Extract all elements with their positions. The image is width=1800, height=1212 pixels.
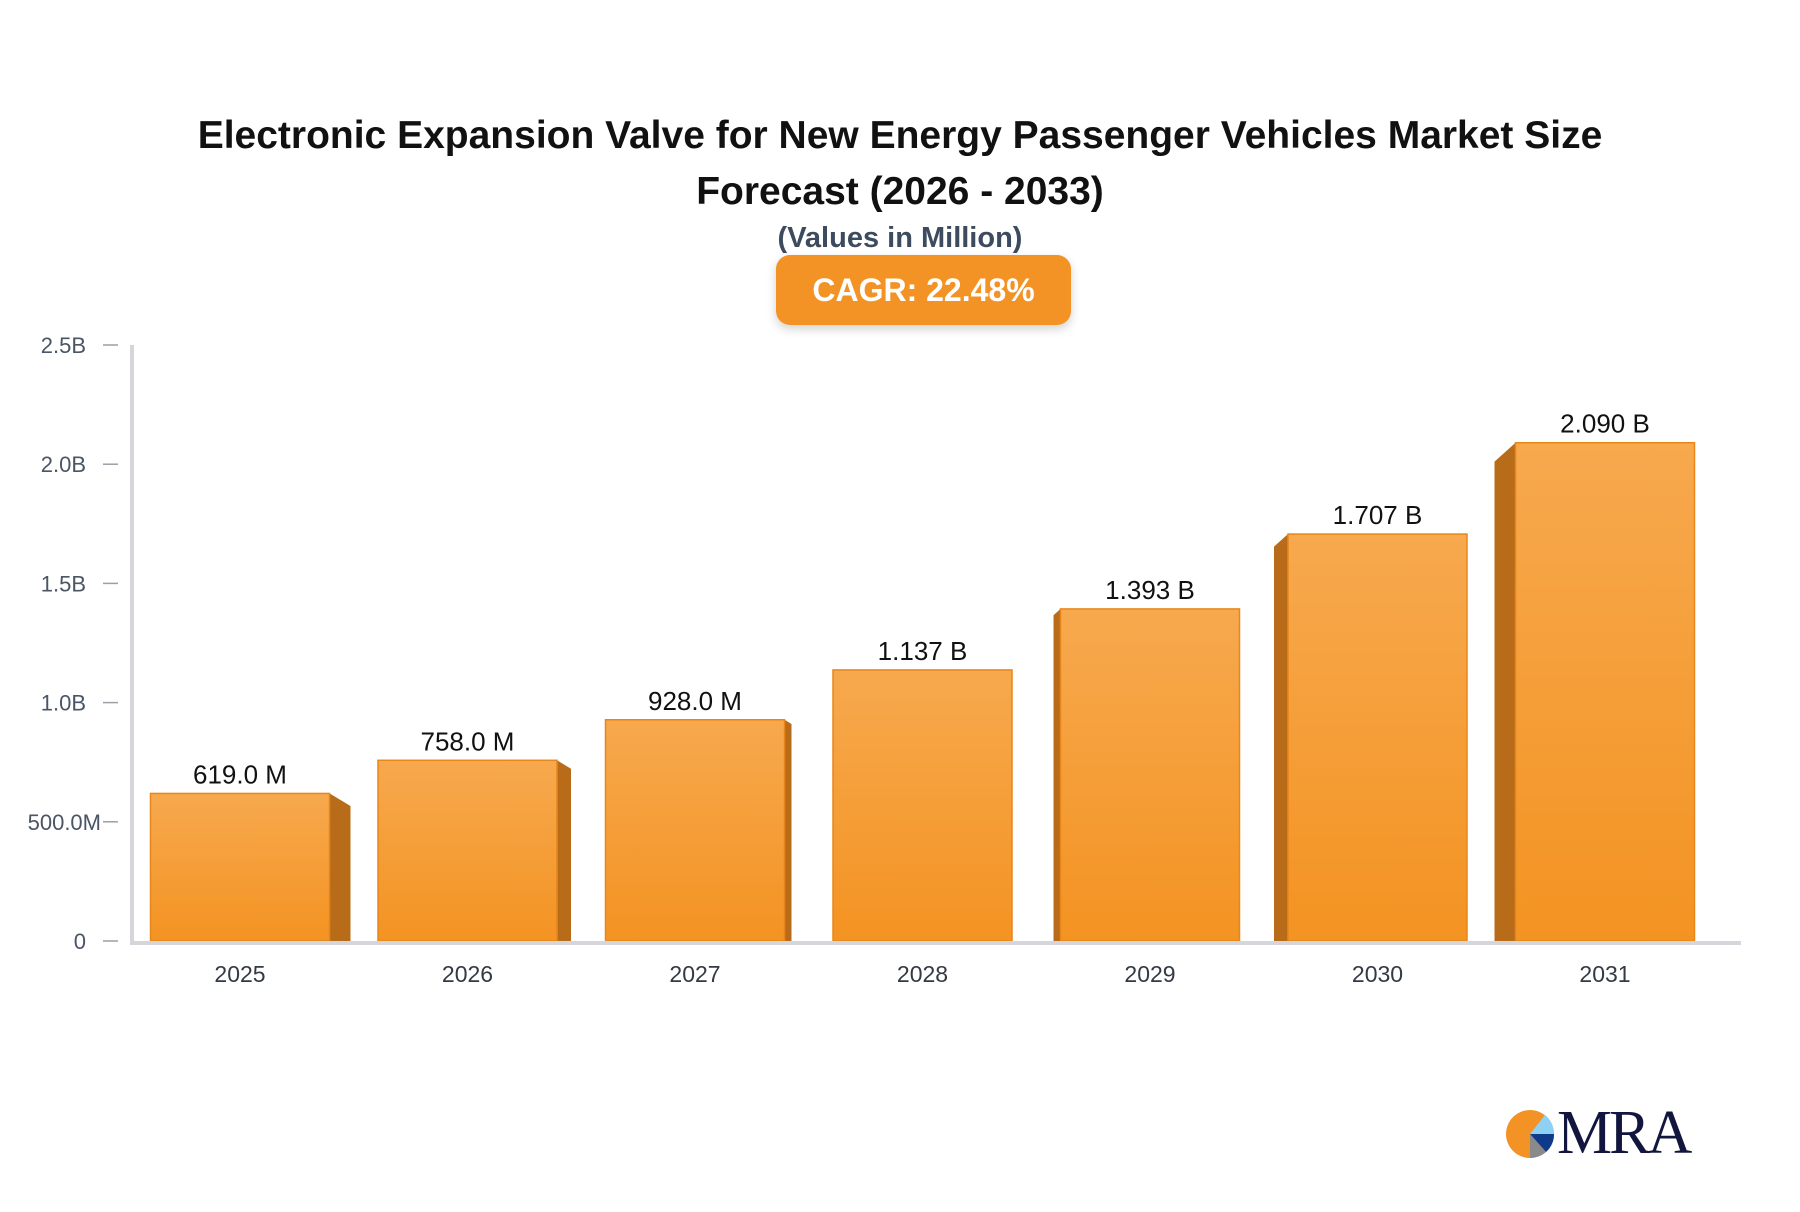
bar-2028: 1.137 B <box>832 636 1013 942</box>
chart-title: Electronic Expansion Valve for New Energ… <box>0 108 1800 220</box>
bars: 619.0 M 758.0 M 928.0 M 1.137 B 1.393 B 1.707… <box>149 409 1696 942</box>
chart-title-line-1: Electronic Expansion Valve for New Energ… <box>197 114 1603 157</box>
x-tick-label: 2026 <box>442 961 493 987</box>
x-tick-label: 2031 <box>1579 961 1630 987</box>
data-label: 1.137 B <box>878 636 968 666</box>
bar-side <box>1053 608 1061 941</box>
data-label: 1.707 B <box>1333 500 1423 530</box>
data-label: 758.0 M <box>421 726 515 756</box>
data-label: 2.090 B <box>1560 409 1650 439</box>
x-tick-label: 2028 <box>897 961 948 987</box>
bar-2026: 758.0 M <box>377 726 571 942</box>
data-label: 619.0 M <box>193 759 287 789</box>
x-axis: 2025 2026 2027 2028 2029 2030 2031 <box>130 941 1741 987</box>
bar-2027: 928.0 M <box>604 686 792 942</box>
y-tick-label: 500.0M <box>28 810 101 835</box>
data-label: 1.393 B <box>1105 575 1195 605</box>
y-tick-label: 2.0B <box>41 452 86 477</box>
y-tick-label: 1.5B <box>41 571 86 596</box>
bar-side <box>1274 534 1288 941</box>
data-label: 928.0 M <box>648 686 742 716</box>
mra-logo: MRA <box>1505 1098 1692 1169</box>
bar-front <box>604 719 786 942</box>
x-tick-label: 2025 <box>214 961 265 987</box>
bar-front <box>832 669 1013 942</box>
y-tick-label: 2.5B <box>41 333 86 358</box>
chart-title-line-2: Forecast (2026 - 2033) <box>696 170 1104 213</box>
bar-side <box>784 719 792 941</box>
chart-subtitle: (Values in Million) <box>777 222 1023 254</box>
bar-front <box>1514 441 1696 942</box>
bar-front <box>1287 533 1468 942</box>
bar-2029: 1.393 B <box>1053 575 1241 942</box>
cagr-badge: CAGR: 22.48% <box>776 255 1071 325</box>
bar-2025: 619.0 M <box>149 759 351 942</box>
bar-front <box>149 792 331 942</box>
y-tick-label: 0 <box>74 929 86 954</box>
bar-side <box>1494 442 1516 941</box>
bar-2031: 2.090 B <box>1494 409 1696 942</box>
x-tick-label: 2029 <box>1124 961 1175 987</box>
pie-logo-icon <box>1506 1109 1555 1158</box>
y-tick-label: 1.0B <box>41 691 86 716</box>
bar-2030: 1.707 B <box>1274 500 1468 942</box>
bar-front <box>377 759 558 942</box>
x-tick-label: 2027 <box>669 961 720 987</box>
x-tick-label: 2030 <box>1352 961 1403 987</box>
bar-front <box>1059 608 1241 942</box>
logo-text: MRA <box>1557 1099 1692 1167</box>
bar-side <box>557 760 571 941</box>
y-axis: 0 500.0M 1.0B 1.5B 2.0B 2.5B <box>28 333 134 954</box>
bar-side <box>329 793 351 941</box>
